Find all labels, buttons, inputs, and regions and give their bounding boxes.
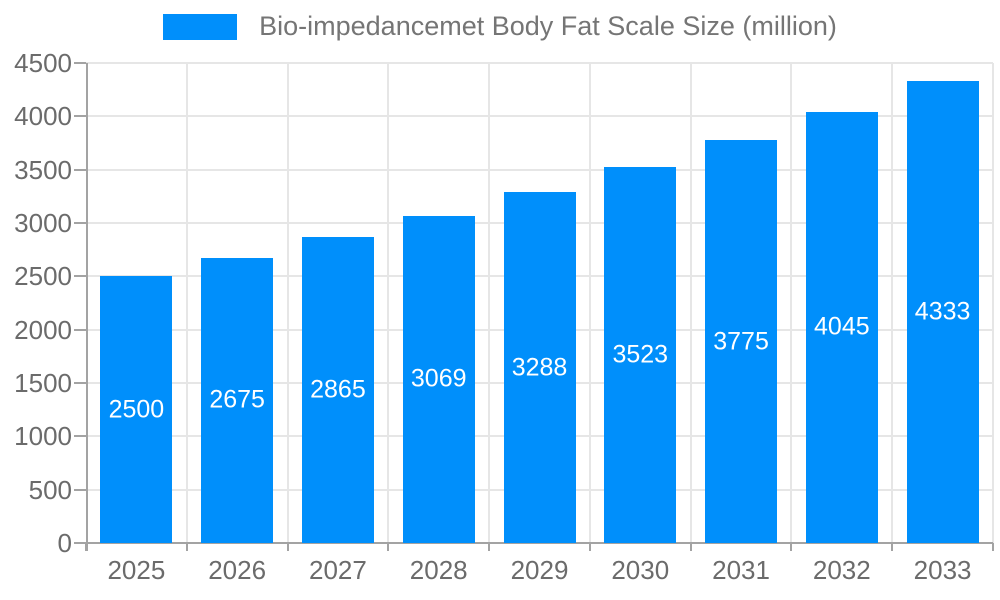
x-axis-label: 2027	[309, 555, 367, 585]
bar[interactable]: 2865	[301, 237, 374, 543]
x-axis-label: 2028	[409, 555, 468, 585]
legend-swatch-icon	[163, 13, 238, 40]
y-axis-label: 1000	[14, 421, 72, 452]
y-axis-tick	[74, 115, 86, 118]
x-gridline	[992, 63, 994, 543]
x-gridline	[588, 63, 591, 543]
y-axis-label: 4500	[14, 48, 72, 78]
y-axis-tick	[74, 275, 86, 278]
x-axis-tick	[891, 543, 894, 551]
x-gridline	[387, 63, 390, 543]
y-axis-label: 500	[28, 474, 72, 505]
x-axis-tick	[387, 543, 390, 551]
x-axis-line	[74, 542, 993, 544]
x-axis-tick	[588, 543, 591, 551]
plot-area: 0 500 1000 1500 2000 2500 3000 3500 4000 4500 2500…	[14, 50, 994, 583]
y-axis-tick	[74, 222, 86, 224]
y-axis-label: 0	[57, 528, 72, 558]
bar[interactable]: 4333	[906, 80, 979, 543]
bar[interactable]: 3775	[705, 140, 778, 543]
bar-value-label: 4045	[814, 312, 870, 341]
legend-series-label: Bio-impedancemet Body Fat Scale Size (mi…	[259, 11, 837, 41]
bar-value-label: 3523	[612, 340, 669, 369]
y-axis-label: 2500	[14, 261, 72, 292]
y-axis-tick	[74, 328, 86, 331]
y-axis-label: 4000	[14, 101, 72, 132]
bar-value-label: 4333	[914, 297, 971, 326]
x-gridline	[488, 63, 491, 543]
chart-legend[interactable]: Bio-impedancemet Body Fat Scale Size (mi…	[0, 11, 1000, 42]
y-axis-tick	[74, 168, 86, 171]
x-axis-tick	[488, 543, 491, 551]
bar-value-label: 2675	[209, 385, 265, 414]
y-axis-tick	[74, 488, 86, 491]
x-gridline	[790, 63, 793, 543]
y-axis-label: 3000	[14, 208, 72, 238]
bar-value-label: 2865	[310, 375, 366, 404]
y-gridline	[86, 115, 993, 118]
x-axis-label: 2031	[712, 555, 770, 585]
y-axis-label: 3500	[14, 154, 72, 185]
bar[interactable]: 2675	[201, 257, 274, 543]
x-axis-label: 2030	[611, 555, 670, 585]
bar-value-label: 2500	[108, 395, 165, 424]
x-axis-label: 2026	[208, 555, 267, 585]
bar[interactable]: 3069	[402, 215, 475, 543]
y-axis-label: 2000	[14, 314, 72, 345]
bar-value-label: 3069	[410, 364, 467, 393]
x-axis-tick	[689, 543, 692, 551]
y-axis-line	[86, 63, 88, 551]
y-axis-tick	[74, 62, 86, 64]
y-gridline	[86, 62, 993, 64]
y-axis-tick	[74, 435, 86, 438]
x-gridline	[185, 63, 188, 543]
x-gridline	[286, 63, 289, 543]
x-axis-label: 2029	[510, 555, 569, 585]
x-axis-tick	[992, 543, 994, 551]
x-gridline	[891, 63, 894, 543]
y-axis-tick	[74, 382, 86, 384]
x-axis-label: 2033	[913, 555, 972, 585]
bar[interactable]: 3523	[604, 167, 677, 543]
bar-value-label: 3775	[713, 327, 769, 356]
x-gridline	[689, 63, 692, 543]
x-axis-label: 2032	[812, 555, 871, 585]
bar-value-label: 3288	[511, 353, 568, 382]
y-gridline	[86, 168, 993, 171]
y-axis-label: 1500	[14, 368, 72, 398]
bar[interactable]: 4045	[805, 111, 878, 543]
bar[interactable]: 3288	[503, 192, 576, 543]
x-axis-tick	[286, 543, 289, 551]
x-axis-tick	[790, 543, 793, 551]
bar[interactable]: 2500	[100, 276, 173, 543]
x-axis-label: 2025	[107, 555, 166, 585]
x-axis-tick	[185, 543, 188, 551]
